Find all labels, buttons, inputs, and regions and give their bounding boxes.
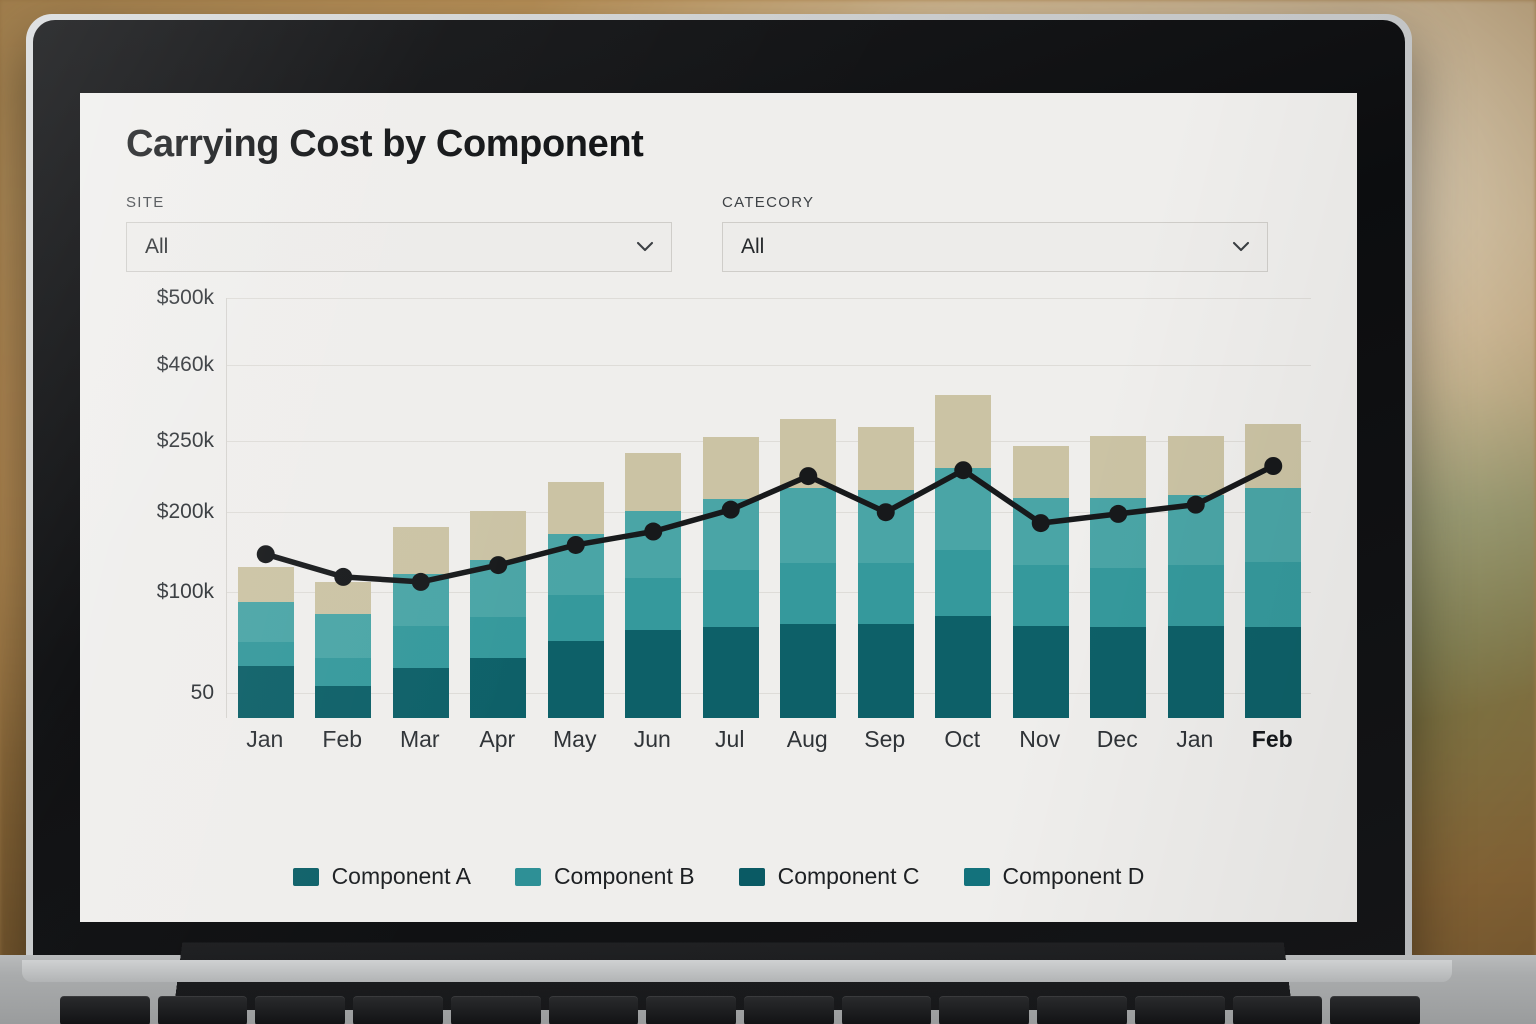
- keyboard-key: [1330, 996, 1420, 1024]
- dashboard-app: Carrying Cost by Component SITE All CATE…: [80, 93, 1357, 922]
- y-axis-tick: 50: [191, 681, 214, 705]
- keyboard-key: [1233, 996, 1323, 1024]
- keyboard-key: [744, 996, 834, 1024]
- filter-category-value: All: [741, 235, 764, 259]
- filter-category-label: CATECORY: [722, 194, 1268, 211]
- legend-item[interactable]: Component D: [964, 863, 1145, 890]
- keyboard-key: [646, 996, 736, 1024]
- x-axis-tick: Feb: [322, 726, 362, 753]
- laptop-screen: Carrying Cost by Component SITE All CATE…: [80, 93, 1357, 922]
- legend-swatch: [739, 868, 765, 886]
- line-series: [227, 298, 1312, 718]
- y-axis-tick: $200k: [157, 500, 214, 524]
- keyboard-key: [1037, 996, 1127, 1024]
- filter-site-label: SITE: [126, 194, 672, 211]
- y-axis: $500k $460k $250k $200k $100k 50: [126, 298, 214, 718]
- x-axis-tick: Aug: [787, 726, 828, 753]
- line-marker[interactable]: [567, 536, 585, 554]
- filter-site-value: All: [145, 235, 168, 259]
- line-marker[interactable]: [489, 556, 507, 574]
- x-axis-tick: Sep: [864, 726, 905, 753]
- x-axis-tick: Mar: [400, 726, 440, 753]
- plot-area: [226, 298, 1311, 718]
- line-marker[interactable]: [644, 523, 662, 541]
- keyboard-key: [255, 996, 345, 1024]
- x-axis-tick: Nov: [1019, 726, 1060, 753]
- keyboard-key: [158, 996, 248, 1024]
- line-marker[interactable]: [954, 461, 972, 479]
- line-marker[interactable]: [1109, 505, 1127, 523]
- x-axis-tick: May: [553, 726, 596, 753]
- x-axis-tick: Feb: [1252, 726, 1293, 753]
- x-axis-tick: Dec: [1097, 726, 1138, 753]
- x-axis: Jan Feb Mar Apr May Jun Jul Aug Sep Oct Nov Dec Jan F…: [226, 726, 1311, 766]
- trend-line: [266, 466, 1274, 582]
- legend-label: Component C: [778, 863, 920, 890]
- filter-site-dropdown[interactable]: All: [126, 222, 672, 272]
- legend-label: Component B: [554, 863, 695, 890]
- line-marker[interactable]: [799, 467, 817, 485]
- keyboard-key: [353, 996, 443, 1024]
- legend-label: Component D: [1003, 863, 1145, 890]
- keyboard-key: [842, 996, 932, 1024]
- legend-item[interactable]: Component C: [739, 863, 920, 890]
- keyboard-key: [1135, 996, 1225, 1024]
- keyboard-key: [60, 996, 150, 1024]
- x-axis-tick: Jan: [1176, 726, 1213, 753]
- x-axis-tick: Apr: [479, 726, 515, 753]
- filter-site: SITE All: [126, 194, 672, 272]
- laptop-keyboard: [60, 996, 1420, 1024]
- chart: $500k $460k $250k $200k $100k 50 Jan Feb Mar Apr…: [126, 298, 1311, 768]
- line-marker[interactable]: [257, 545, 275, 563]
- keyboard-key: [451, 996, 541, 1024]
- legend: Component A Component B Component C Compone…: [80, 863, 1357, 890]
- line-marker[interactable]: [722, 501, 740, 519]
- line-marker[interactable]: [412, 573, 430, 591]
- legend-item[interactable]: Component B: [515, 863, 695, 890]
- chevron-down-icon: [635, 237, 655, 257]
- y-axis-tick: $500k: [157, 286, 214, 310]
- legend-swatch: [515, 868, 541, 886]
- laptop-base-lip: [22, 960, 1452, 982]
- legend-swatch: [293, 868, 319, 886]
- keyboard-key: [549, 996, 639, 1024]
- filter-bar: SITE All CATECORY All: [126, 194, 1311, 272]
- keyboard-key: [939, 996, 1029, 1024]
- line-marker[interactable]: [877, 503, 895, 521]
- laptop-device: Carrying Cost by Component SITE All CATE…: [0, 0, 1536, 1024]
- filter-category-dropdown[interactable]: All: [722, 222, 1268, 272]
- y-axis-tick: $100k: [157, 580, 214, 604]
- legend-swatch: [964, 868, 990, 886]
- chevron-down-icon: [1231, 237, 1251, 257]
- x-axis-tick: Oct: [944, 726, 980, 753]
- legend-label: Component A: [332, 863, 471, 890]
- filter-category: CATECORY All: [722, 194, 1268, 272]
- x-axis-tick: Jul: [715, 726, 744, 753]
- x-axis-tick: Jun: [634, 726, 671, 753]
- x-axis-tick: Jan: [246, 726, 283, 753]
- page-title: Carrying Cost by Component: [126, 123, 1311, 166]
- line-marker[interactable]: [334, 568, 352, 586]
- legend-item[interactable]: Component A: [293, 863, 471, 890]
- y-axis-tick: $460k: [157, 353, 214, 377]
- y-axis-tick: $250k: [157, 429, 214, 453]
- line-marker[interactable]: [1032, 514, 1050, 532]
- line-marker[interactable]: [1264, 457, 1282, 475]
- line-marker[interactable]: [1187, 496, 1205, 514]
